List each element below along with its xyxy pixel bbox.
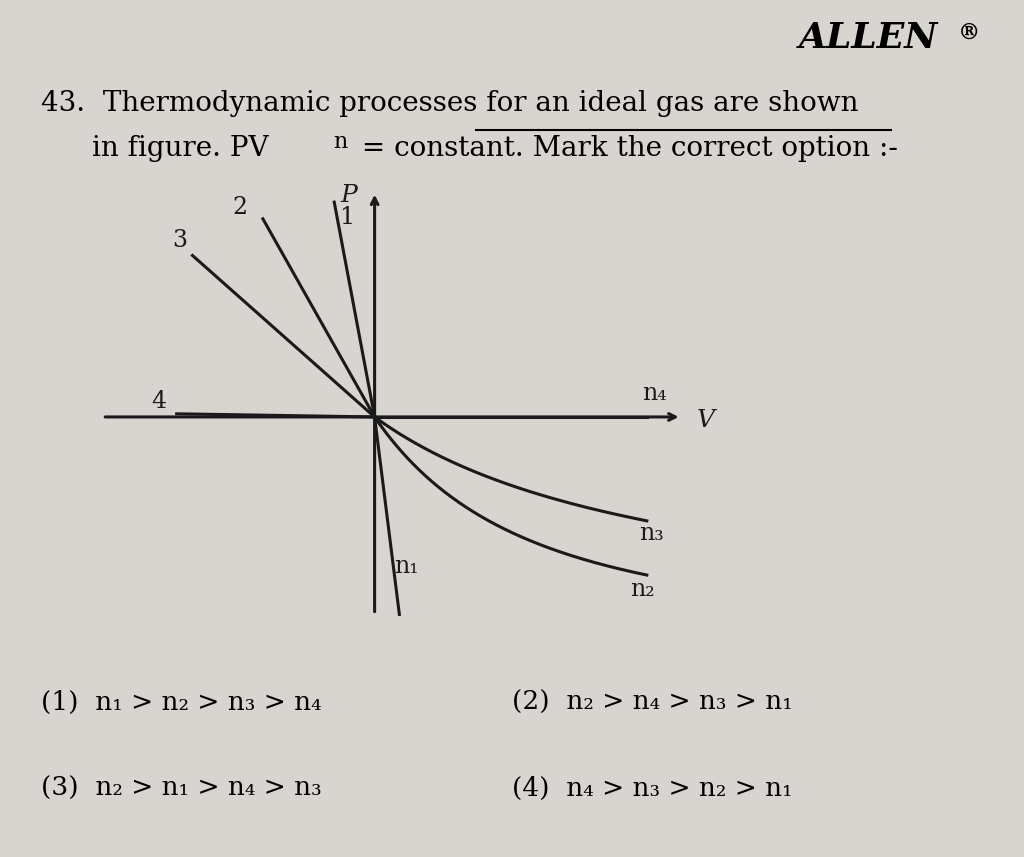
Text: (3)  n₂ > n₁ > n₄ > n₃: (3) n₂ > n₁ > n₄ > n₃ xyxy=(41,776,322,800)
Text: in figure. PV: in figure. PV xyxy=(92,135,268,162)
Text: V: V xyxy=(696,410,715,433)
Text: n₁: n₁ xyxy=(394,555,419,578)
Text: 1: 1 xyxy=(339,206,354,229)
Text: (2)  n₂ > n₄ > n₃ > n₁: (2) n₂ > n₄ > n₃ > n₁ xyxy=(512,690,793,715)
Text: (1)  n₁ > n₂ > n₃ > n₄: (1) n₁ > n₂ > n₃ > n₄ xyxy=(41,690,322,715)
Text: 43.  Thermodynamic processes for an ideal gas are shown: 43. Thermodynamic processes for an ideal… xyxy=(41,90,858,117)
Text: 3: 3 xyxy=(173,229,187,252)
Text: (4)  n₄ > n₃ > n₂ > n₁: (4) n₄ > n₃ > n₂ > n₁ xyxy=(512,776,793,800)
Text: P: P xyxy=(340,184,357,207)
Text: ALLEN: ALLEN xyxy=(799,21,938,56)
Text: 4: 4 xyxy=(152,391,167,413)
Text: n: n xyxy=(333,131,347,153)
Text: = constant. Mark the correct option :-: = constant. Mark the correct option :- xyxy=(353,135,898,162)
Text: 2: 2 xyxy=(232,196,248,219)
Text: n₃: n₃ xyxy=(639,522,664,545)
Text: n₂: n₂ xyxy=(630,578,654,601)
Text: ®: ® xyxy=(957,21,980,44)
Text: n₄: n₄ xyxy=(642,382,667,405)
